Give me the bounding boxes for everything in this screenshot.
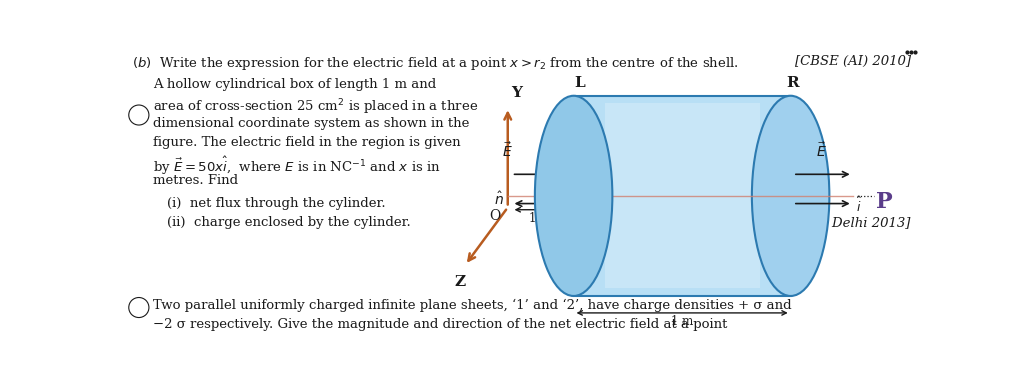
Text: 1 m: 1 m bbox=[671, 315, 693, 328]
Text: $(b)$  Write the expression for the electric field at a point $x>r_2$ from the c: $(b)$ Write the expression for the elect… bbox=[132, 55, 738, 72]
Text: A hollow cylindrical box of length 1 m and: A hollow cylindrical box of length 1 m a… bbox=[153, 78, 436, 91]
Text: $\hat{n}$: $\hat{n}$ bbox=[494, 191, 504, 208]
Ellipse shape bbox=[535, 96, 612, 296]
Text: (ii)  charge enclosed by the cylinder.: (ii) charge enclosed by the cylinder. bbox=[167, 216, 411, 229]
Text: $\vec{E}$: $\vec{E}$ bbox=[816, 142, 827, 160]
Text: metres. Find: metres. Find bbox=[153, 174, 238, 187]
Text: 1 m: 1 m bbox=[529, 212, 552, 225]
Text: Two parallel uniformly charged infinite plane sheets, ‘1’ and ‘2’, have charge d: Two parallel uniformly charged infinite … bbox=[153, 298, 792, 312]
Circle shape bbox=[129, 298, 148, 317]
Bar bbox=[573, 96, 791, 296]
Text: 9.: 9. bbox=[133, 302, 144, 313]
Text: by $\vec{E} = 50x\hat{i}$,  where $E$ is in NC$^{-1}$ and $x$ is in: by $\vec{E} = 50x\hat{i}$, where $E$ is … bbox=[153, 155, 440, 177]
Text: Z: Z bbox=[454, 275, 465, 289]
Text: dimensional coordinate system as shown in the: dimensional coordinate system as shown i… bbox=[153, 117, 469, 130]
Text: O: O bbox=[488, 209, 500, 223]
Text: Y: Y bbox=[511, 86, 522, 99]
Text: −2 σ respectively. Give the magnitude and direction of the net electric field at: −2 σ respectively. Give the magnitude an… bbox=[153, 318, 727, 331]
Text: $\hat{i}$: $\hat{i}$ bbox=[856, 195, 862, 215]
Text: 8.: 8. bbox=[133, 109, 144, 120]
Text: [CBSE (AI) 2010]: [CBSE (AI) 2010] bbox=[795, 55, 910, 68]
Ellipse shape bbox=[752, 96, 829, 296]
Bar bbox=[604, 104, 760, 288]
Text: $\vec{E}$: $\vec{E}$ bbox=[503, 142, 513, 160]
Text: [CBSE Delhi 2013]: [CBSE Delhi 2013] bbox=[784, 216, 910, 229]
Text: L: L bbox=[574, 75, 585, 90]
Text: area of cross-section 25 cm$^2$ is placed in a three: area of cross-section 25 cm$^2$ is place… bbox=[153, 97, 478, 117]
Circle shape bbox=[129, 105, 148, 125]
Text: R: R bbox=[786, 75, 800, 90]
Text: (i)  net flux through the cylinder.: (i) net flux through the cylinder. bbox=[167, 197, 385, 210]
Text: figure. The electric field in the region is given: figure. The electric field in the region… bbox=[153, 136, 461, 149]
Text: P: P bbox=[876, 191, 893, 213]
